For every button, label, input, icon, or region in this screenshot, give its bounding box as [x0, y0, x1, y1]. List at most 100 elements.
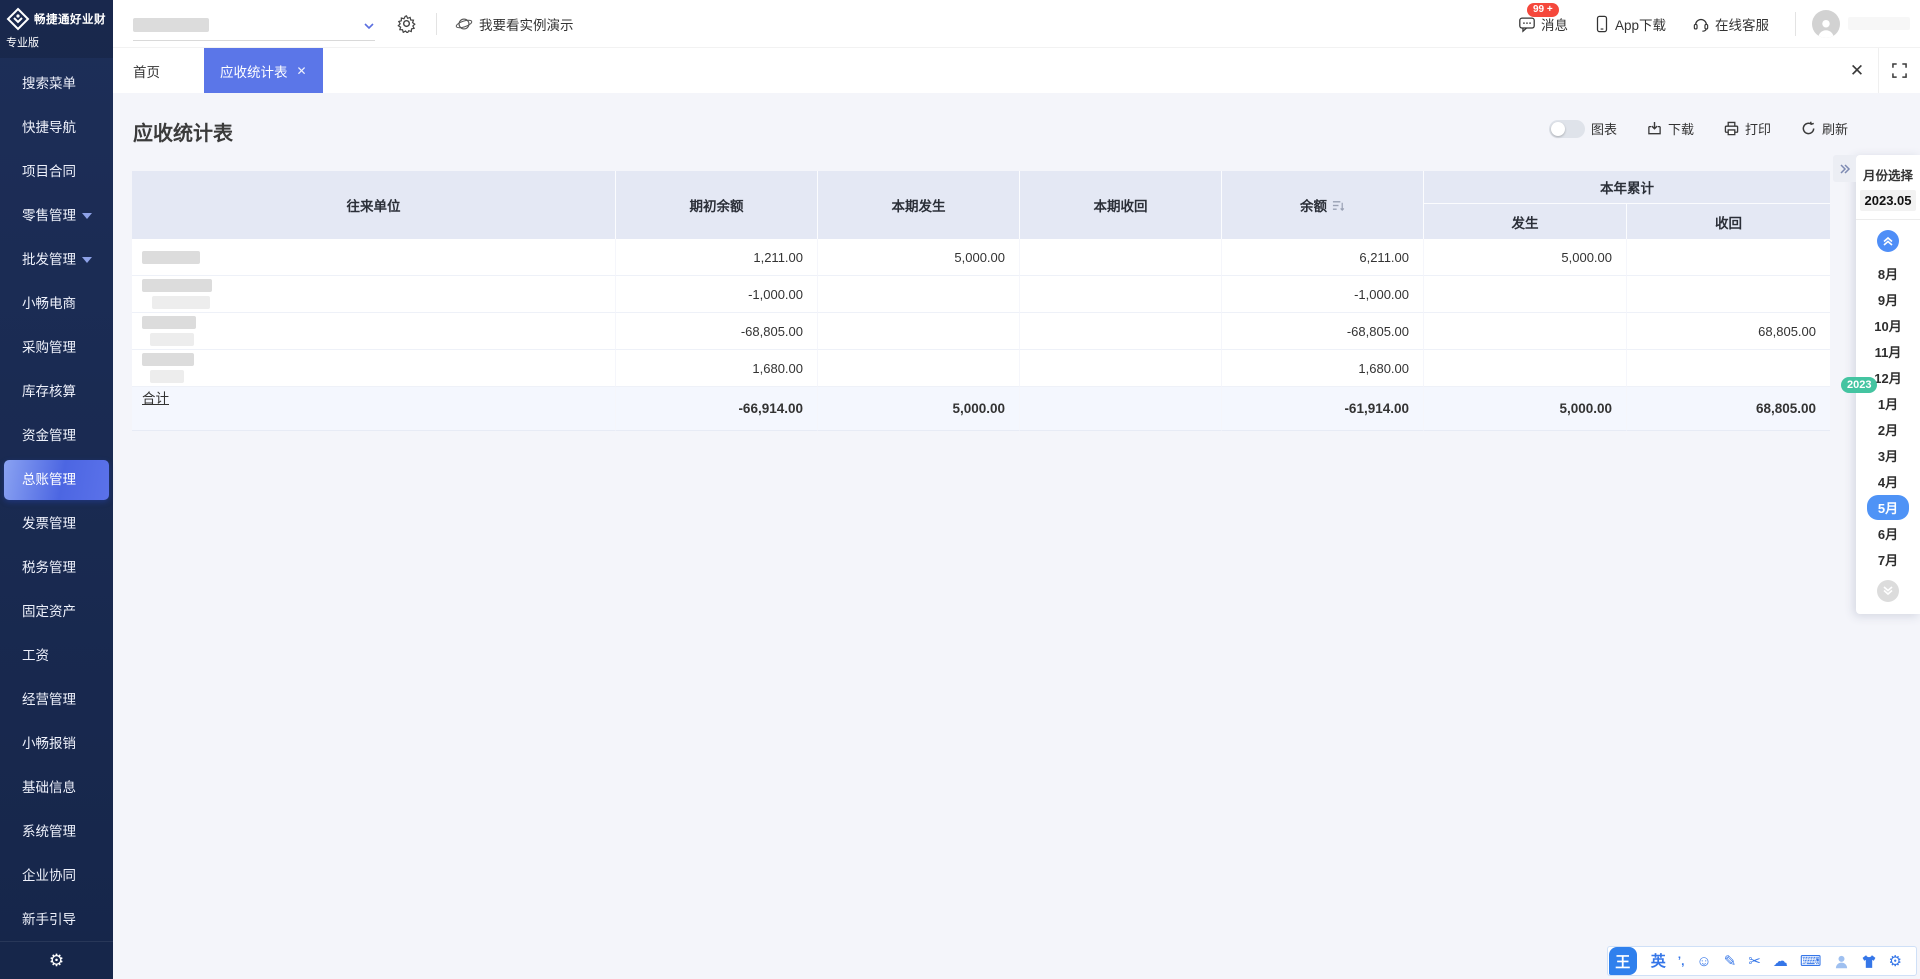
- chart-toggle[interactable]: [1548, 119, 1585, 138]
- demo-link[interactable]: 我要看实例演示: [455, 14, 574, 34]
- table-body: 1,211.00 5,000.00 6,211.00 5,000.00 -1,000.0…: [132, 239, 1830, 387]
- double-chevron-up-icon: [1883, 236, 1893, 246]
- redacted-text-block: [142, 353, 194, 366]
- ime-language-toggle[interactable]: 英: [1650, 952, 1666, 970]
- messages-button[interactable]: 99 + 消息: [1518, 2, 1568, 34]
- app-download-button[interactable]: App下载: [1594, 14, 1666, 34]
- scroll-months-down-button[interactable]: [1877, 580, 1899, 602]
- month-item-1月[interactable]: 1月: [1856, 390, 1920, 416]
- month-item-11月[interactable]: 11月: [1856, 338, 1920, 364]
- sidebar-item-4[interactable]: 零售管理: [0, 194, 113, 238]
- col-header-ytd-incurred[interactable]: 发生: [1424, 203, 1627, 239]
- sidebar-item-3[interactable]: 项目合同: [0, 150, 113, 194]
- cell-period-incurred: [818, 276, 1020, 313]
- month-item-2月[interactable]: 2月: [1856, 416, 1920, 442]
- col-header-period-received[interactable]: 本期收回: [1020, 171, 1222, 239]
- sidebar-item-2[interactable]: 快捷导航: [0, 106, 113, 150]
- sidebar-item-8[interactable]: 库存核算: [0, 370, 113, 414]
- online-support-button[interactable]: 在线客服: [1692, 14, 1769, 34]
- sidebar-item-label: 库存核算: [22, 384, 76, 399]
- download-button[interactable]: 下载: [1647, 119, 1694, 138]
- redacted-text-block: [152, 296, 210, 309]
- sidebar-item-18[interactable]: 系统管理: [0, 810, 113, 854]
- month-item-6月[interactable]: 6月: [1856, 520, 1920, 546]
- sidebar-item-14[interactable]: 工资: [0, 634, 113, 678]
- redacted-text-block: [150, 370, 184, 383]
- gear-icon[interactable]: ⚙: [1888, 952, 1902, 970]
- sidebar-item-5[interactable]: 批发管理: [0, 238, 113, 282]
- sidebar-item-19[interactable]: 企业协同: [0, 854, 113, 898]
- tab-receivable-report[interactable]: 应收统计表 ✕: [204, 48, 323, 93]
- table-row-3[interactable]: -68,805.00 -68,805.00 68,805.00: [132, 313, 1830, 350]
- cloud-icon[interactable]: ☁: [1772, 952, 1788, 970]
- sidebar-item-label: 快捷导航: [22, 120, 76, 135]
- month-item-4月[interactable]: 4月: [1856, 468, 1920, 494]
- col-header-balance[interactable]: 余额: [1222, 171, 1424, 239]
- sort-descending-icon[interactable]: [1332, 199, 1345, 212]
- sidebar-item-20[interactable]: 新手引导: [0, 898, 113, 942]
- month-item-9月[interactable]: 9月: [1856, 286, 1920, 312]
- table-row-4[interactable]: 1,680.00 1,680.00: [132, 350, 1830, 387]
- person-icon: [1818, 19, 1834, 38]
- month-item-3月[interactable]: 3月: [1856, 442, 1920, 468]
- cell-opening-balance: -68,805.00: [616, 313, 818, 350]
- sidebar-item-7[interactable]: 采购管理: [0, 326, 113, 370]
- print-button[interactable]: 打印: [1724, 119, 1771, 138]
- sidebar-settings-button[interactable]: ⚙: [0, 941, 113, 979]
- sidebar-item-1[interactable]: 搜索菜单: [0, 62, 113, 106]
- message-bubble-icon: [1519, 17, 1535, 33]
- cell-balance: -1,000.00: [1222, 276, 1424, 313]
- table-row-2[interactable]: -1,000.00 -1,000.00: [132, 276, 1830, 313]
- sidebar-item-9[interactable]: 资金管理: [0, 414, 113, 458]
- company-selector[interactable]: [133, 7, 375, 41]
- sidebar-item-12[interactable]: 税务管理: [0, 546, 113, 590]
- month-item-10月[interactable]: 10月: [1856, 312, 1920, 338]
- user-avatar[interactable]: [1812, 9, 1840, 38]
- col-header-unit[interactable]: 往来单位: [132, 171, 616, 239]
- sidebar-item-label: 企业协同: [22, 868, 76, 883]
- person-icon[interactable]: [1834, 954, 1849, 969]
- scroll-months-up-button[interactable]: [1877, 230, 1899, 252]
- refresh-button[interactable]: 刷新: [1801, 119, 1848, 138]
- month-item-7月[interactable]: 7月: [1856, 546, 1920, 572]
- sidebar-item-6[interactable]: 小畅电商: [0, 282, 113, 326]
- messages-badge: 99 +: [1526, 2, 1559, 17]
- print-label: 打印: [1744, 122, 1771, 137]
- table-row-1[interactable]: 1,211.00 5,000.00 6,211.00 5,000.00: [132, 239, 1830, 276]
- keyboard-icon[interactable]: ⌨: [1799, 952, 1822, 970]
- sidebar-item-17[interactable]: 基础信息: [0, 766, 113, 810]
- sidebar-item-label: 经营管理: [22, 692, 76, 707]
- ime-punctuation-icon[interactable]: ’,: [1677, 954, 1685, 968]
- tabbar: 首页 应收统计表 ✕ ✕: [113, 47, 1920, 93]
- shirt-icon[interactable]: [1861, 954, 1877, 969]
- cell-balance: 6,211.00: [1222, 239, 1424, 276]
- close-all-tabs-button[interactable]: ✕: [1849, 60, 1865, 80]
- chevron-down-icon: [82, 257, 92, 264]
- month-item-12月[interactable]: 12月: [1856, 364, 1920, 390]
- month-item-5月[interactable]: 5月: [1856, 494, 1920, 520]
- col-header-ytd-received[interactable]: 收回: [1627, 203, 1830, 239]
- settings-gear-icon[interactable]: [397, 14, 416, 33]
- sidebar-item-11[interactable]: 发票管理: [0, 502, 113, 546]
- smiley-icon[interactable]: ☺: [1696, 952, 1712, 970]
- ime-logo-button[interactable]: 王: [1608, 947, 1637, 975]
- topbar-divider: [1795, 11, 1796, 36]
- month-item-8月[interactable]: 8月: [1856, 260, 1920, 286]
- sidebar-item-13[interactable]: 固定资产: [0, 590, 113, 634]
- cell-opening-balance: -1,000.00: [616, 276, 818, 313]
- sidebar-item-15[interactable]: 经营管理: [0, 678, 113, 722]
- chart-toggle-group: 图表: [1548, 119, 1617, 138]
- collapse-panel-button[interactable]: [1833, 155, 1856, 182]
- download-icon: [1648, 121, 1661, 135]
- pencil-icon[interactable]: ✎: [1723, 952, 1737, 970]
- scissors-icon[interactable]: ✂: [1748, 952, 1761, 970]
- col-header-period-incurred[interactable]: 本期发生: [818, 171, 1020, 239]
- sidebar-item-10[interactable]: 总账管理: [4, 460, 109, 500]
- tab-home[interactable]: 首页: [113, 48, 180, 93]
- tab-close-icon[interactable]: ✕: [296, 63, 307, 78]
- sidebar-item-16[interactable]: 小畅报销: [0, 722, 113, 766]
- fullscreen-button[interactable]: [1878, 48, 1920, 93]
- col-header-opening-balance[interactable]: 期初余额: [616, 171, 818, 239]
- download-label: 下载: [1667, 122, 1694, 137]
- total-link[interactable]: 合计: [142, 391, 169, 406]
